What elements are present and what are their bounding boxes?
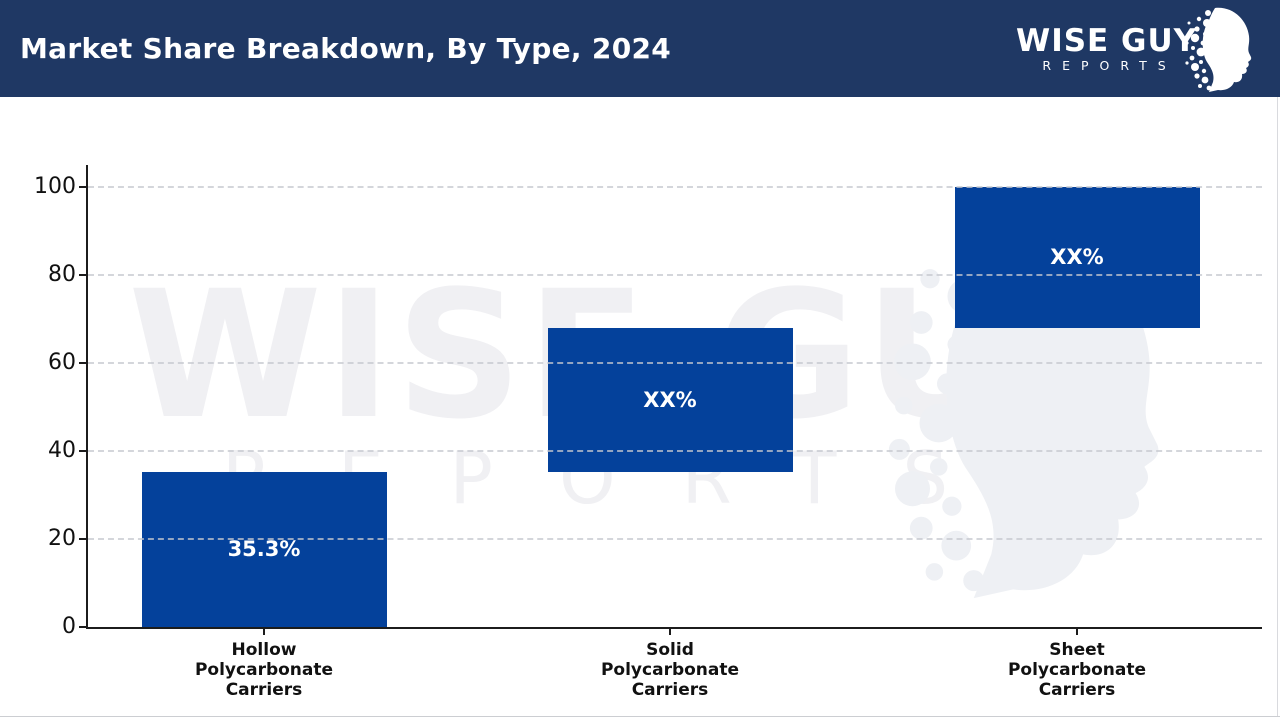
bar-3: XX% xyxy=(954,187,1200,328)
y-tick-label: 40 xyxy=(48,438,76,463)
y-tick-mark xyxy=(79,362,86,364)
bar-value-label: XX% xyxy=(1050,245,1104,270)
logo-text: WISE GUY REPORTS xyxy=(1016,22,1198,73)
gridline-y80 xyxy=(88,274,1262,276)
x-category-label: Hollow Polycarbonate Carriers xyxy=(194,640,334,700)
wiseguy-logo: WISE GUY REPORTS xyxy=(1016,4,1268,94)
y-tick-label: 60 xyxy=(48,350,76,375)
figure-right-border xyxy=(1277,97,1278,716)
header-band: Market Share Breakdown, By Type, 2024 WI… xyxy=(0,0,1280,97)
logo-brand-text: WISE GUY xyxy=(1016,22,1198,59)
y-tick-label: 80 xyxy=(48,262,76,287)
x-tick-mark xyxy=(1076,629,1078,635)
y-tick-mark xyxy=(79,626,86,628)
bar-value-label: XX% xyxy=(643,387,697,412)
bar-2: XX% xyxy=(547,327,793,472)
y-tick-mark xyxy=(79,274,86,276)
x-axis-line xyxy=(86,627,1262,629)
y-tick-label: 0 xyxy=(62,614,76,639)
figure-bottom-border xyxy=(0,716,1280,717)
y-tick-mark xyxy=(79,186,86,188)
x-category-label: Sheet Polycarbonate Carriers xyxy=(1007,640,1147,700)
y-tick-label: 20 xyxy=(48,526,76,551)
y-axis-line xyxy=(86,165,88,629)
y-tick-label: 100 xyxy=(34,174,76,199)
x-tick-mark xyxy=(669,629,671,635)
logo-sub-text: REPORTS xyxy=(1042,57,1177,73)
gridline-y100 xyxy=(88,186,1262,188)
x-category-label: Solid Polycarbonate Carriers xyxy=(600,640,740,700)
bar-1: 35.3% xyxy=(141,471,387,627)
y-tick-mark xyxy=(79,538,86,540)
gridline-y40 xyxy=(88,450,1262,452)
chart-title: Market Share Breakdown, By Type, 2024 xyxy=(20,32,672,65)
y-tick-mark xyxy=(79,450,86,452)
face-profile-icon xyxy=(1185,7,1252,92)
gridline-y60 xyxy=(88,362,1262,364)
x-tick-mark xyxy=(263,629,265,635)
gridline-y20 xyxy=(88,538,1262,540)
bar-value-label: 35.3% xyxy=(227,537,301,562)
